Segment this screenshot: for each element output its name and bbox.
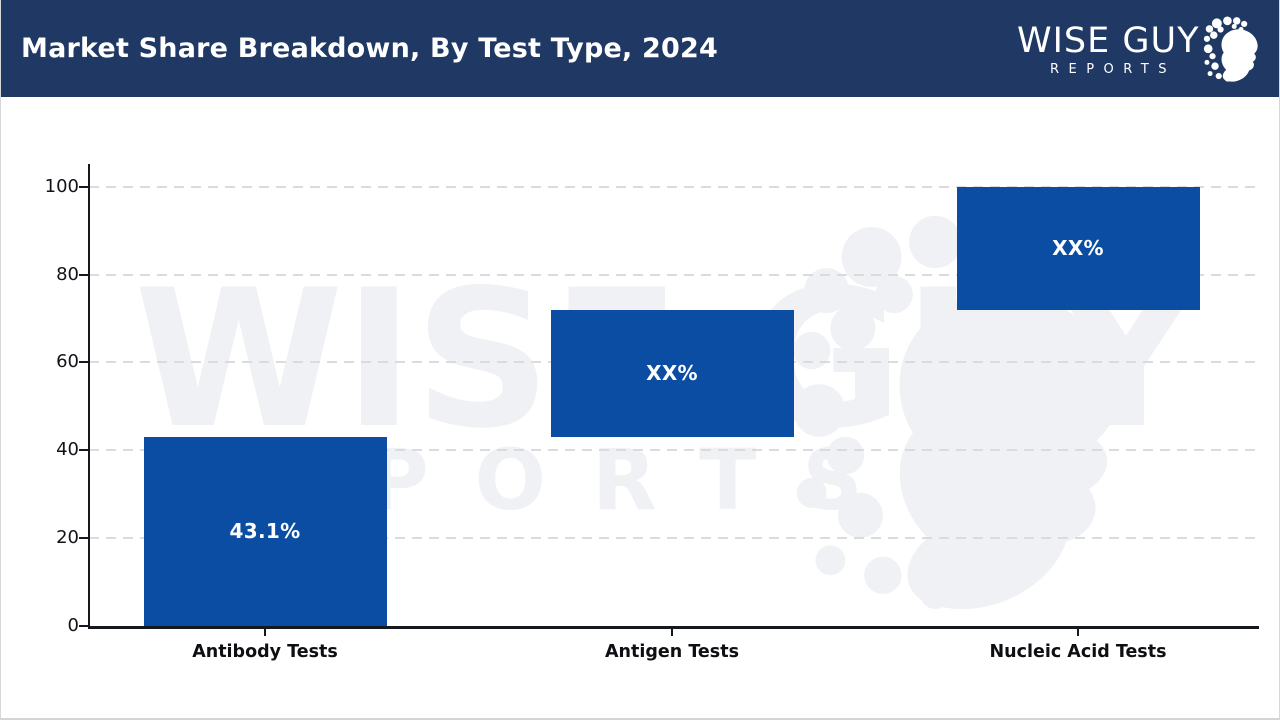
y-tick-mark [79,537,88,540]
y-tick-mark [79,273,88,276]
plot-area: 0 20 40 60 80 100 43.1% Antibody Tests XX% Antige… [1,97,1279,718]
gridline-y-100 [89,185,1259,188]
chart-title: Market Share Breakdown, By Test Type, 20… [21,33,719,64]
x-tick-label: Antigen Tests [605,642,739,662]
x-tick-label: Antibody Tests [192,642,338,662]
y-tick-mark [79,449,88,452]
y-tick-label: 80 [56,263,79,285]
brand-name: WISE GUY [1017,21,1200,62]
bar-antibody-tests: 43.1% [143,436,387,626]
bar-nucleic-acid-tests: XX% [956,186,1200,310]
y-tick-label: 40 [56,439,79,461]
bar-value-label: XX% [646,361,698,386]
y-tick-label: 100 [44,175,79,197]
x-tick-label: Nucleic Acid Tests [989,642,1167,662]
bar-value-label: 43.1% [229,519,301,544]
gridline-y-20 [89,537,1259,540]
y-tick-label: 60 [56,351,79,373]
x-tick-mark [671,627,673,636]
y-tick-mark [79,625,88,627]
header-band: Market Share Breakdown, By Test Type, 20… [1,0,1279,97]
y-tick-label: 20 [56,527,79,549]
bar-value-label: XX% [1052,236,1104,261]
y-tick-mark [79,361,88,364]
y-axis-spine [88,164,90,628]
gridline-y-40 [89,449,1259,452]
x-tick-mark [264,627,266,636]
brand-logo: WISE GUY REPORTS [1017,6,1267,94]
gridline-y-80 [89,273,1259,276]
y-tick-label: 0 [67,615,79,636]
y-tick-mark [79,185,88,188]
x-axis-spine [88,626,1259,629]
brand-logo-text: WISE GUY REPORTS [1017,23,1200,77]
bar-antigen-tests: XX% [550,309,794,437]
brand-subname: REPORTS [1049,61,1177,77]
brand-face-icon [1203,16,1258,82]
x-tick-mark [1077,627,1079,636]
